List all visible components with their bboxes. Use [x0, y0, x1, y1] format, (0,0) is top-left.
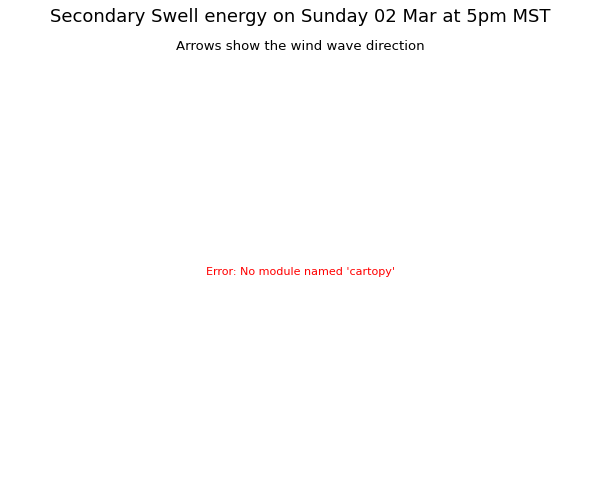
- Text: Arrows show the wind wave direction: Arrows show the wind wave direction: [176, 40, 425, 53]
- Text: Secondary Swell energy on Sunday 02 Mar at 5pm MST: Secondary Swell energy on Sunday 02 Mar …: [50, 8, 551, 26]
- Text: Error: No module named 'cartopy': Error: No module named 'cartopy': [206, 267, 395, 277]
